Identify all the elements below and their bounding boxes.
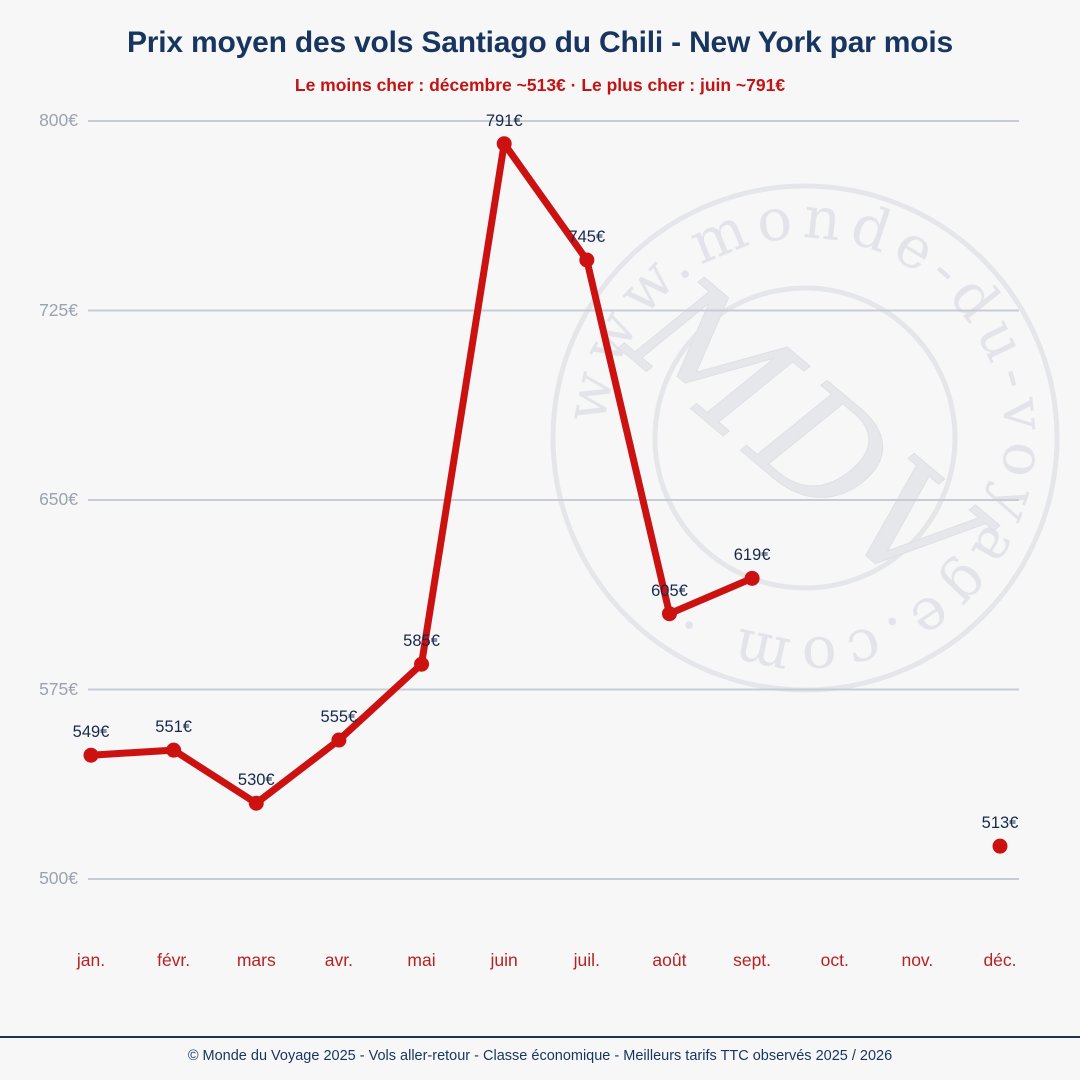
footer-divider: [0, 1036, 1080, 1038]
data-point-mars: [248, 795, 264, 811]
data-point-mai: [414, 656, 430, 672]
chart-subtitle: Le moins cher : décembre ~513€ · Le plus…: [294, 75, 786, 95]
data-point-août: [661, 606, 677, 622]
page-title: Prix moyen des vols Santiago du Chili - …: [126, 26, 954, 59]
data-point-déc: [992, 838, 1008, 854]
data-point-jan: [83, 747, 99, 763]
footer-credit: © Monde du Voyage 2025 - Vols aller-reto…: [187, 1048, 893, 1064]
data-point-juin: [496, 136, 512, 152]
data-point-sept: [744, 570, 760, 586]
data-point-juil: [579, 252, 595, 268]
data-point-févr: [166, 742, 182, 758]
data-point-avr: [331, 732, 347, 748]
